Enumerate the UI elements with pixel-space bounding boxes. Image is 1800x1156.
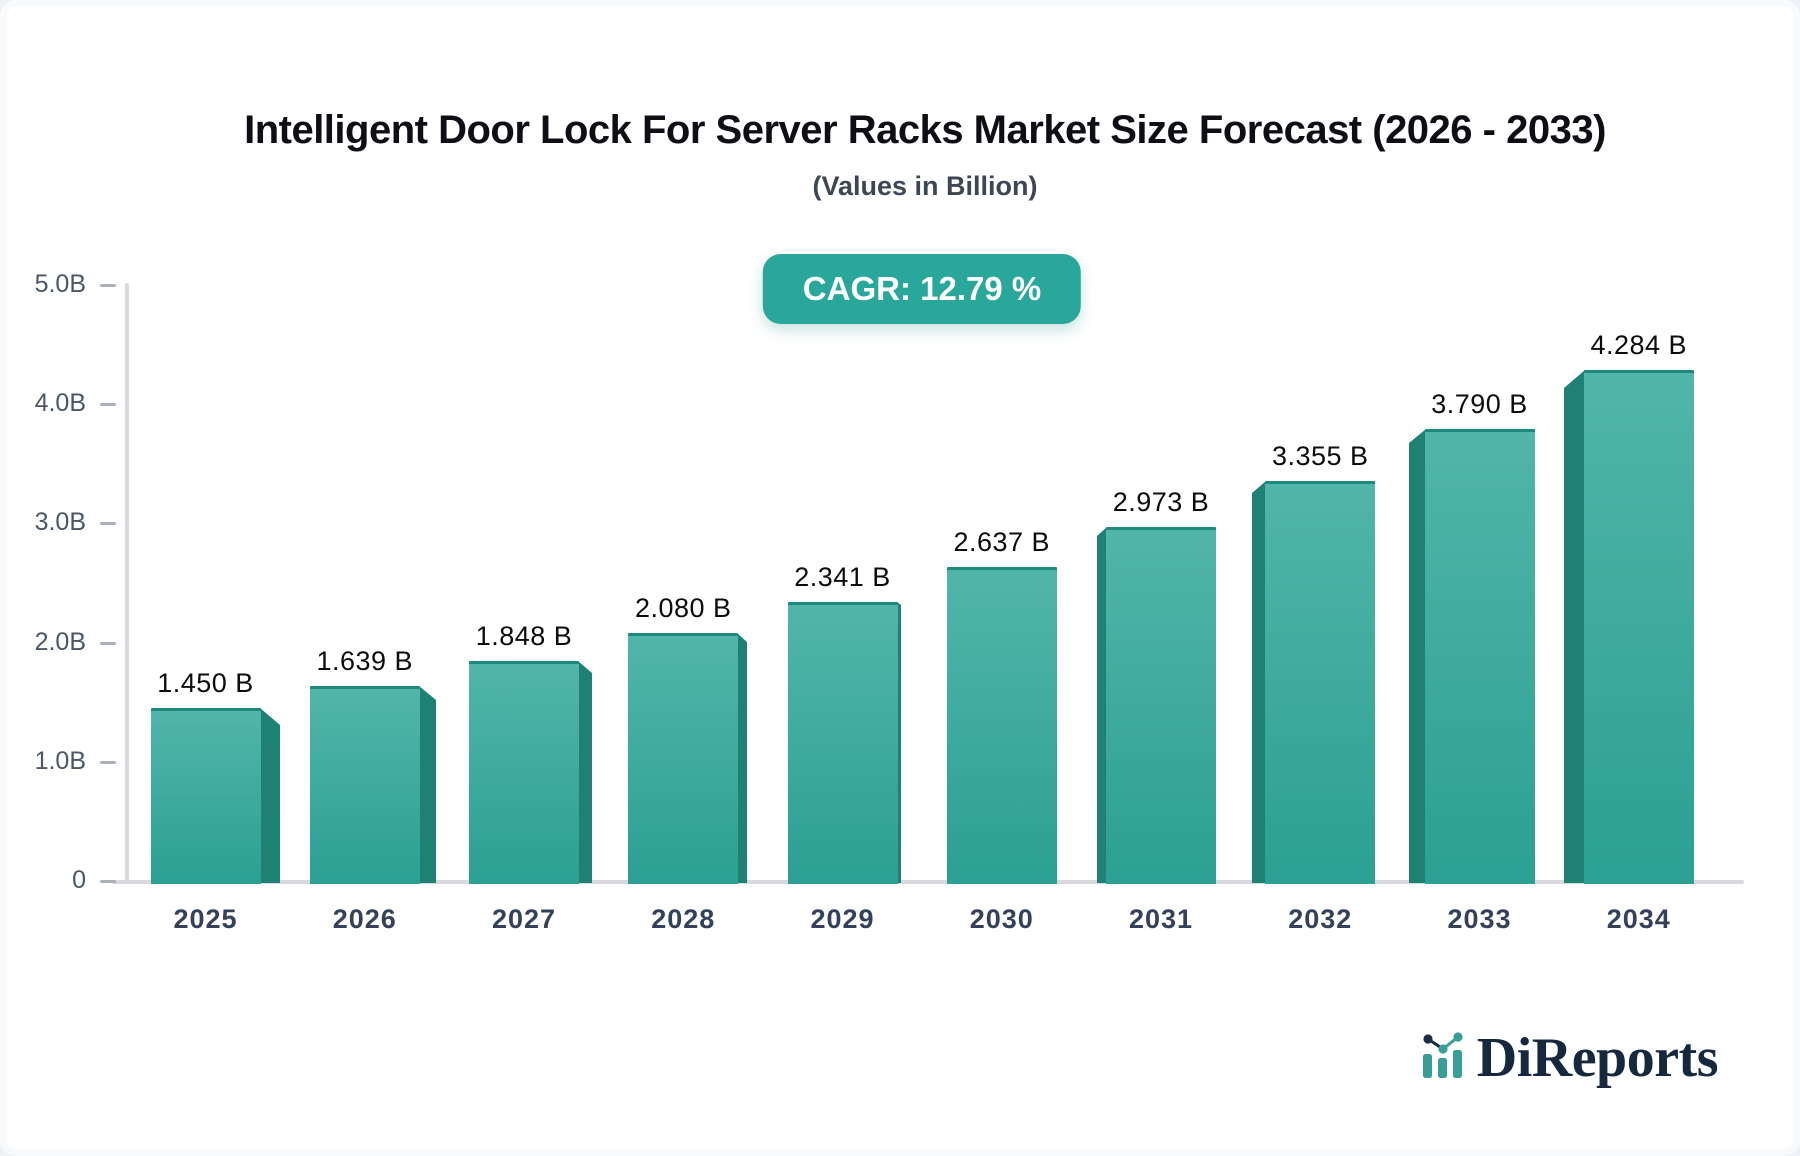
x-axis-tick-label: 2033 [1447, 904, 1512, 934]
bar-3d-side [1097, 527, 1107, 883]
bar [1106, 527, 1216, 884]
y-axis-tick-mark [100, 760, 116, 764]
bar [310, 686, 420, 884]
y-axis-tick-mark [100, 522, 116, 526]
bar-value-label: 3.355 B [1271, 441, 1369, 471]
x-axis-tick-label: 2029 [810, 904, 875, 934]
x-axis-tick-label: 2032 [1288, 904, 1353, 934]
direports-logo-icon [1422, 1032, 1463, 1078]
bar-3d-side [260, 708, 280, 883]
y-axis-tick-label: 4.0B [34, 389, 86, 418]
x-axis-tick-label: 2026 [332, 904, 397, 934]
y-axis-tick-label: 0 [72, 866, 86, 894]
bar-3d-side [1564, 370, 1585, 883]
x-axis-tick-label: 2030 [969, 904, 1034, 934]
brand-logo-text: DiReports [1476, 1027, 1719, 1089]
bar-value-label: 2.341 B [794, 562, 891, 592]
bar-3d-side [1252, 481, 1266, 883]
chart-subtitle: (Values in Billion) [812, 171, 1038, 201]
bar [788, 602, 898, 884]
bar [947, 567, 1057, 884]
chart-title: Intelligent Door Lock For Server Racks M… [244, 108, 1606, 152]
bar-3d-side [419, 686, 436, 883]
x-axis-tick-label: 2027 [491, 904, 557, 934]
cagr-badge: CAGR: 12.79 % [762, 254, 1082, 324]
bar-value-label: 1.848 B [475, 621, 573, 651]
bar-value-label: 2.973 B [1112, 487, 1210, 517]
y-axis-tick-mark [100, 641, 116, 645]
bar-3d-side [578, 661, 592, 883]
y-axis-tick-label: 3.0B [34, 508, 86, 537]
y-axis-tick-mark [100, 403, 116, 407]
bar-3d-side [737, 633, 747, 883]
bar-value-label: 4.284 B [1590, 330, 1688, 360]
x-axis-tick-label: 2028 [651, 904, 716, 934]
bar-value-label: 1.450 B [157, 668, 254, 698]
bar-3d-side [1409, 429, 1426, 883]
bar [1584, 370, 1694, 884]
x-axis-tick-label: 2034 [1606, 904, 1671, 934]
y-axis-tick-mark [100, 880, 116, 883]
y-axis-tick-label: 5.0B [34, 270, 86, 298]
y-axis-tick-mark [100, 284, 116, 287]
bar-value-label: 3.790 B [1431, 389, 1528, 419]
y-axis-tick-label: 1.0B [34, 746, 86, 775]
bar-value-label: 1.639 B [316, 646, 414, 676]
bar-value-label: 2.080 B [634, 593, 732, 623]
x-axis-tick-label: 2031 [1128, 904, 1194, 934]
brand-logo: DiReports [1421, 1027, 1719, 1089]
bar [628, 633, 738, 884]
bar-value-label: 2.637 B [953, 527, 1051, 557]
y-axis-tick-label: 2.0B [34, 627, 86, 656]
bar-3d-side [897, 602, 901, 883]
x-axis-tick-label: 2025 [173, 904, 238, 934]
y-axis-line [125, 283, 129, 884]
bar [469, 661, 579, 884]
bar [151, 708, 261, 884]
bar [1425, 429, 1535, 884]
chart-header: Intelligent Door Lock For Server Racks M… [95, 108, 1755, 202]
x-axis-baseline [112, 880, 1744, 884]
bar [1265, 481, 1375, 884]
